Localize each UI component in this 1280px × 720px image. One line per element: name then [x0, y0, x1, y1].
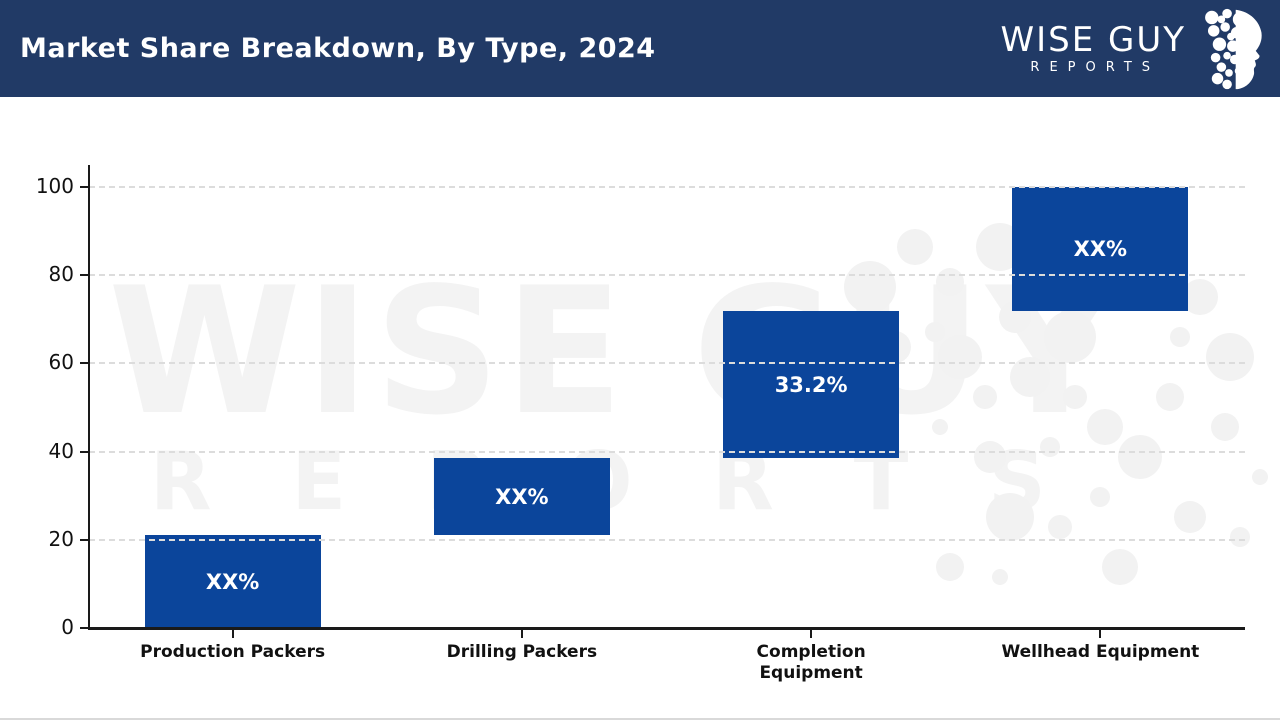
gridline: [89, 186, 1245, 189]
brand-wordmark-main: WISE GUY: [1000, 19, 1186, 60]
y-tick-label: 80: [48, 262, 74, 287]
bar-segment: XX%: [433, 458, 610, 536]
x-category-label: Wellhead Equipment: [1001, 642, 1200, 662]
bar-value-label: XX%: [1073, 237, 1128, 262]
y-axis-line: [88, 165, 90, 630]
brand-logo: WISE GUY REPORTS: [1000, 6, 1266, 92]
gridline: [89, 538, 1245, 541]
y-tick-mark: [80, 362, 88, 365]
watermark-head-dots-icon: [844, 223, 1268, 585]
gridline: [89, 362, 1245, 365]
x-tick-mark: [520, 630, 523, 638]
y-tick-label: 40: [48, 438, 74, 463]
gridline: [89, 450, 1245, 453]
brand-wordmark-sub: REPORTS: [1030, 59, 1161, 75]
page-title: Market Share Breakdown, By Type, 2024: [20, 33, 656, 64]
x-category-label: Completion Equipment: [756, 642, 866, 684]
x-category-label: Production Packers: [140, 642, 326, 662]
gridline: [89, 274, 1245, 277]
bar-value-label: XX%: [205, 569, 260, 594]
y-tick-label: 20: [48, 526, 74, 551]
x-tick-mark: [1099, 630, 1102, 638]
brand-wordmark: WISE GUY REPORTS: [1000, 23, 1186, 75]
bar-segment: 33.2%: [723, 311, 900, 458]
y-tick-label: 100: [35, 174, 74, 199]
x-category-label: Drilling Packers: [446, 642, 598, 662]
x-tick-mark: [231, 630, 234, 638]
x-axis-line: [88, 627, 1245, 630]
bar-value-label: XX%: [495, 484, 549, 509]
waterfall-chart: WISE GUY R E P O R T S 0 20 40 60 80 100 XX% Pr…: [0, 97, 1280, 720]
bar-value-label: 33.2%: [774, 372, 848, 397]
bar-segment: XX%: [1012, 187, 1189, 312]
header-bar: Market Share Breakdown, By Type, 2024 WI…: [0, 0, 1280, 97]
y-tick-label: 0: [61, 615, 74, 639]
x-tick-mark: [810, 630, 813, 638]
y-tick-label: 60: [48, 350, 74, 375]
y-tick-mark: [80, 538, 88, 541]
bar-segment: XX%: [144, 535, 321, 628]
y-tick-mark: [80, 186, 88, 189]
y-tick-mark: [80, 627, 88, 629]
y-tick-mark: [80, 450, 88, 453]
brand-head-icon: [1205, 8, 1262, 89]
y-tick-mark: [80, 274, 88, 277]
